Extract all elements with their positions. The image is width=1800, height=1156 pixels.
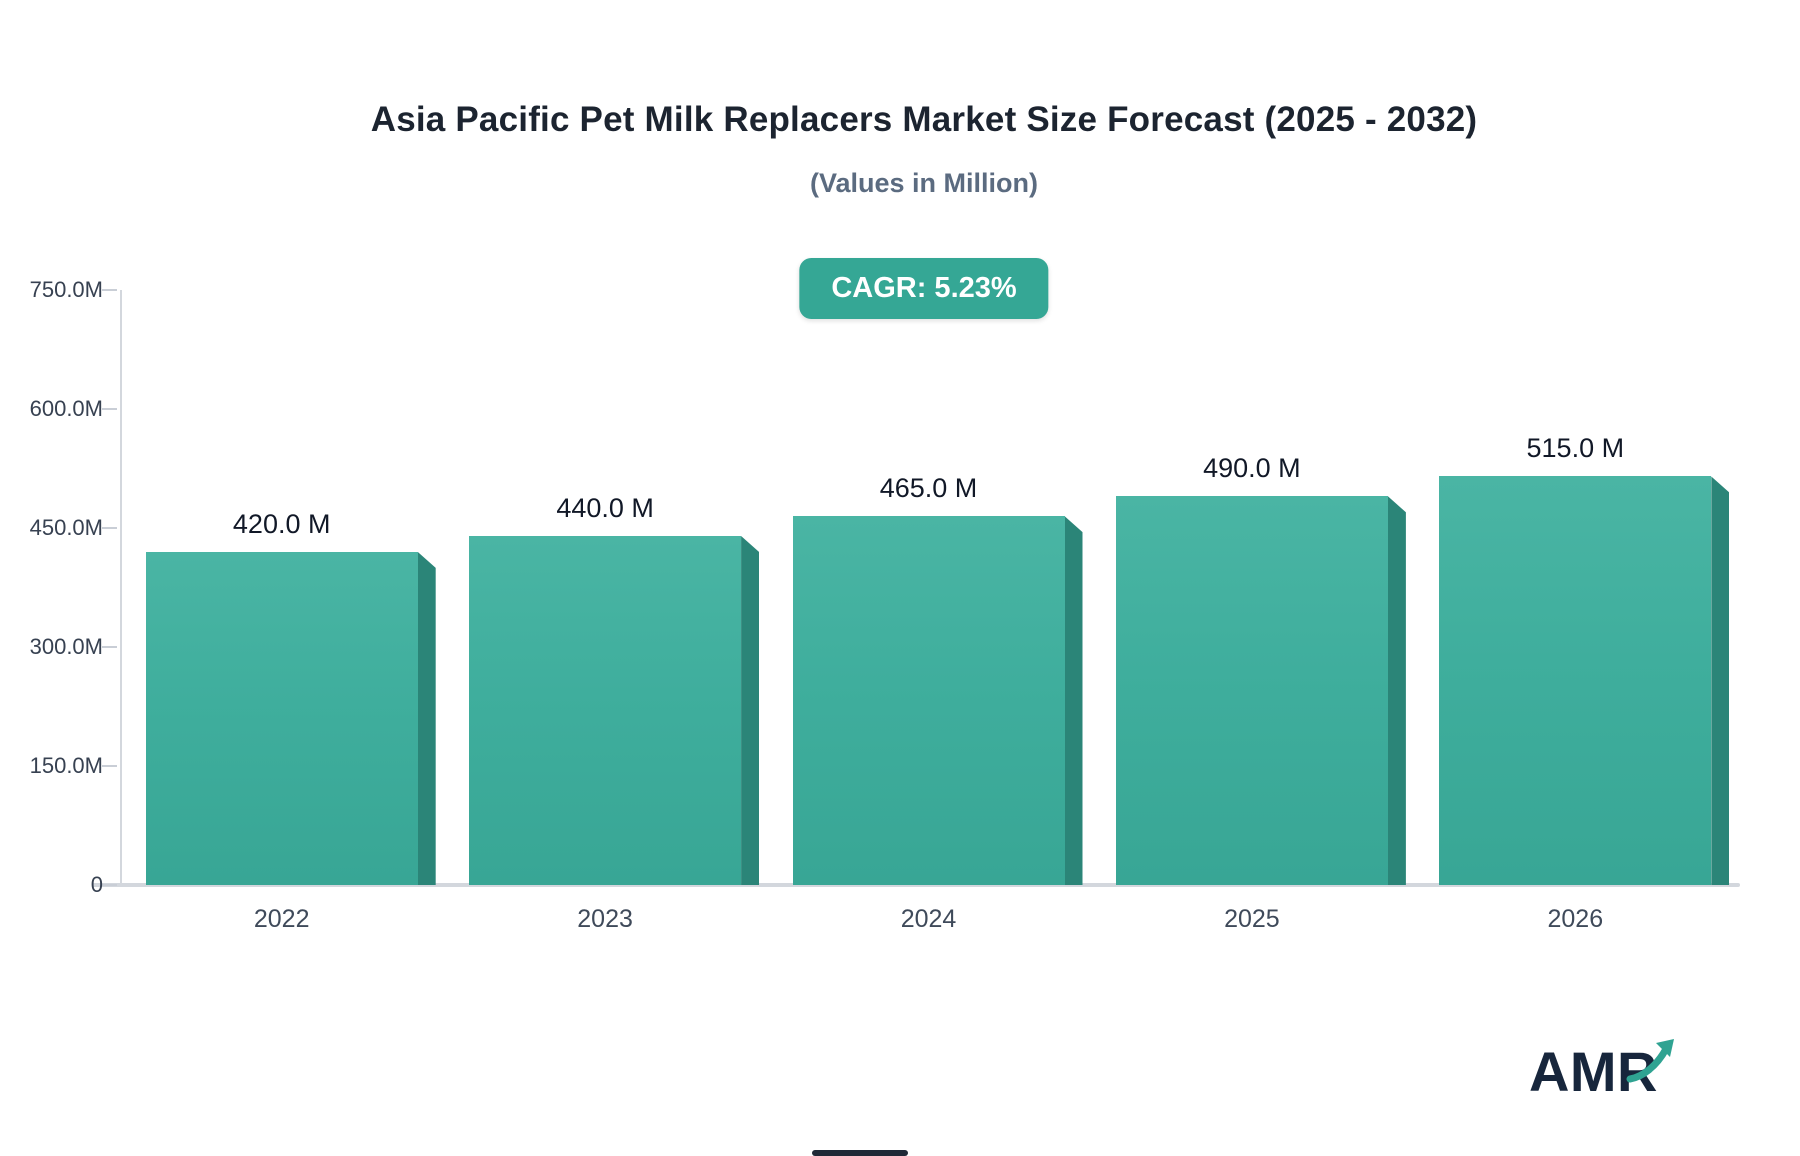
y-tick-mark — [102, 765, 117, 767]
y-tick-mark — [102, 289, 117, 291]
x-axis-label: 2026 — [1547, 905, 1604, 933]
x-axis-label: 2024 — [900, 905, 957, 933]
bar-side-face — [1711, 476, 1730, 885]
chart-title: Asia Pacific Pet Milk Replacers Market S… — [370, 100, 1478, 139]
x-axis-label: 2025 — [1224, 905, 1280, 933]
amr-logo: AMR — [1528, 1039, 1674, 1104]
x-axis-label: 2023 — [577, 905, 633, 933]
y-axis-label: 750.0M — [29, 277, 103, 302]
x-axis-label: 2022 — [253, 905, 310, 933]
logo-text: AMR — [1528, 1040, 1658, 1103]
bar-side-face — [1387, 496, 1406, 885]
logo-arrow-icon — [1626, 1039, 1674, 1083]
y-axis-label: 0 — [90, 872, 103, 897]
bar — [145, 551, 418, 885]
plot-area: 0 150.0M 300.0M 450.0M 600.0M 750.0M 420.0 M 4… — [30, 277, 1740, 933]
bar — [1439, 476, 1712, 885]
bar-value-label: 465.0 M — [879, 473, 978, 504]
bottom-indicator — [812, 1150, 908, 1156]
bar-value-label: 420.0 M — [232, 508, 331, 539]
y-tick-mark — [102, 646, 117, 648]
bar-side-face — [417, 551, 436, 885]
x-axis-line — [92, 883, 1740, 887]
bar-value-label: 490.0 M — [1203, 453, 1301, 484]
y-tick-mark — [102, 408, 117, 410]
y-axis-label: 600.0M — [29, 396, 103, 421]
bar — [792, 516, 1065, 885]
bar-value-label: 515.0 M — [1526, 433, 1625, 464]
y-tick-mark — [102, 527, 117, 529]
y-tick-mark — [102, 884, 117, 886]
y-axis-label: 450.0M — [29, 515, 103, 540]
y-axis-label: 150.0M — [29, 753, 103, 778]
y-axis-label: 300.0M — [29, 634, 103, 659]
bar — [1115, 496, 1388, 885]
chart-subtitle: (Values in Million) — [809, 168, 1039, 198]
y-axis-line — [120, 290, 122, 885]
bar-side-face — [741, 535, 760, 885]
bar-side-face — [1064, 516, 1083, 885]
cagr-badge: CAGR: 5.23% — [799, 258, 1049, 319]
bar — [469, 535, 742, 885]
bar-value-label: 440.0 M — [556, 492, 654, 523]
